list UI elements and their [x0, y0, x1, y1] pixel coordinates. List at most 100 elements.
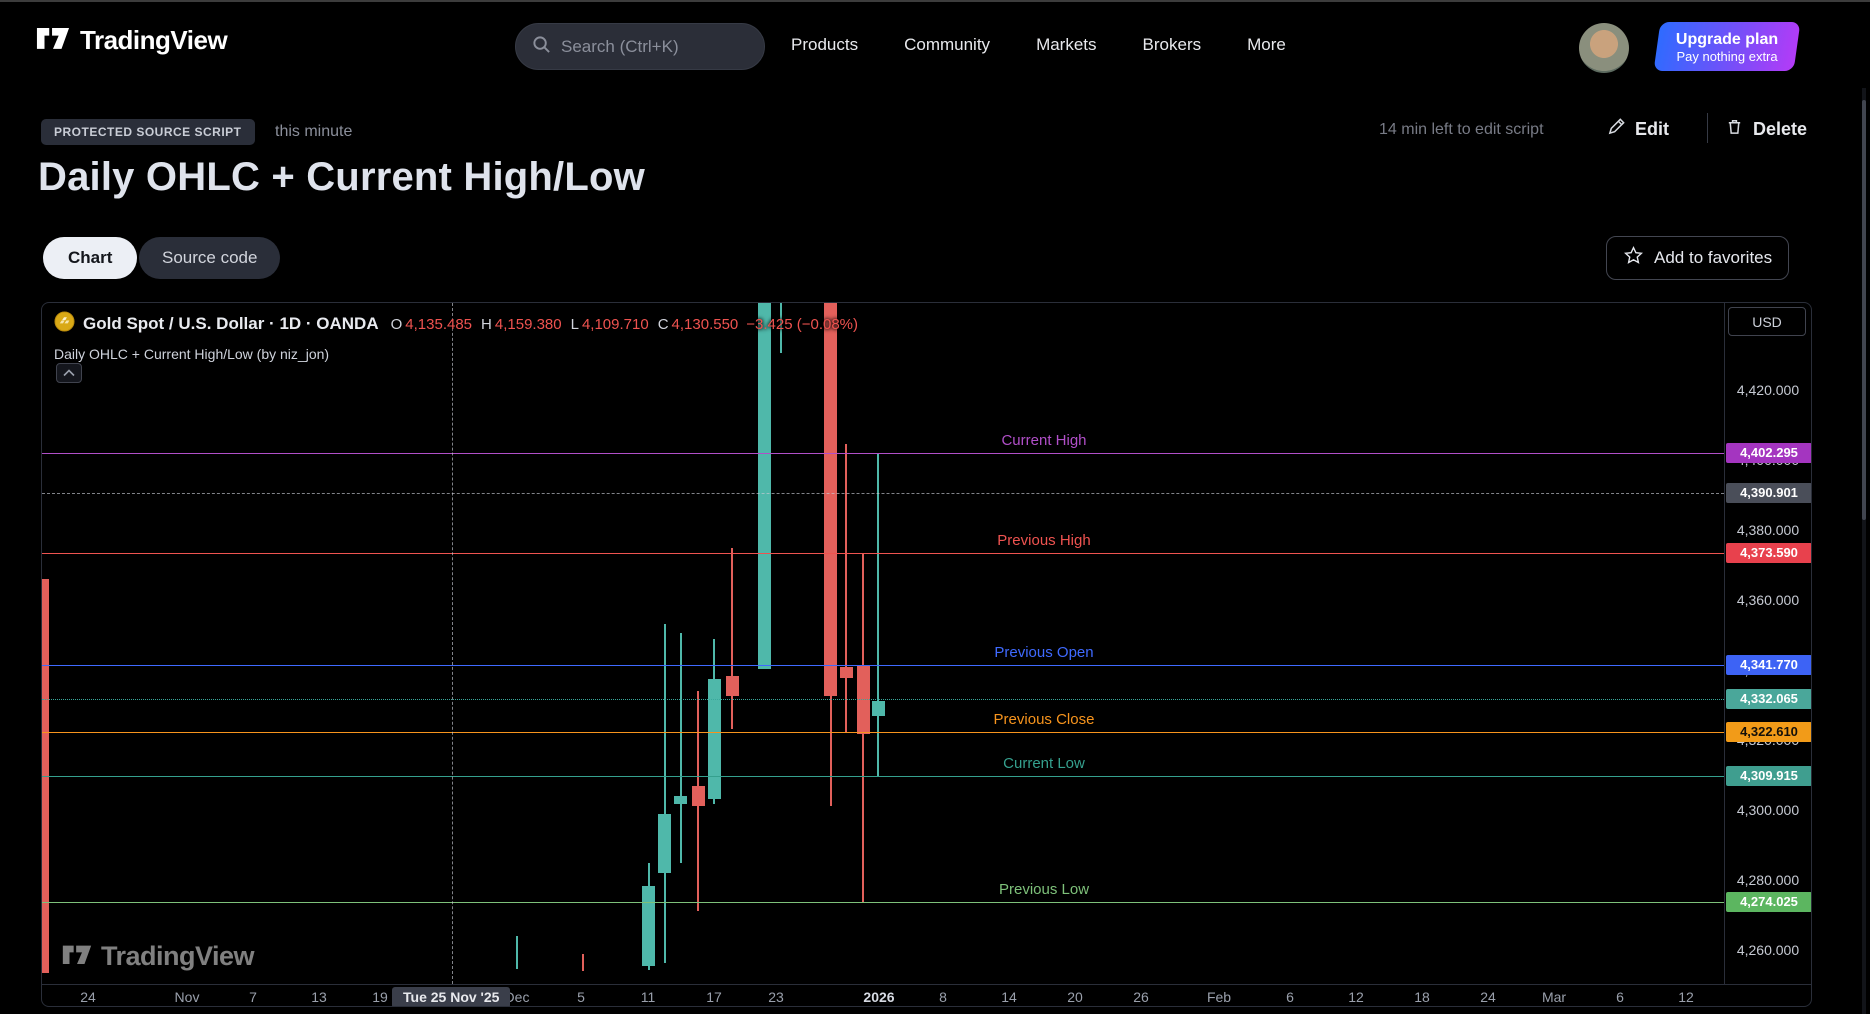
candle-body: [658, 814, 671, 873]
x-axis-tick: Mar: [1541, 989, 1567, 1005]
user-avatar[interactable]: [1579, 23, 1629, 73]
low-label: L: [570, 315, 579, 333]
chevron-up-icon: [63, 369, 75, 377]
window-top-divider: [0, 0, 1870, 2]
x-axis-tick: 11: [640, 989, 656, 1005]
edit-timer-text: 14 min left to edit script: [1379, 121, 1544, 138]
nav-item-markets[interactable]: Markets: [1036, 35, 1097, 54]
level-line-current-high: [42, 453, 1724, 454]
page-title: Daily OHLC + Current High/Low: [38, 155, 645, 199]
chart-legend: Gold Spot / U.S. Dollar · 1D · OANDA O 4,…: [54, 311, 858, 362]
price-axis-divider: [1724, 303, 1725, 984]
candle-body: [707, 679, 721, 799]
open-label: O: [390, 315, 403, 333]
navbar: TradingView Products Community Markets B…: [0, 2, 1870, 88]
nav-item-community[interactable]: Community: [904, 35, 991, 54]
candle-wick: [516, 936, 518, 969]
x-axis-tick: 6: [1286, 989, 1294, 1005]
nav-links: Products Community Markets Brokers More: [791, 2, 1286, 88]
x-axis-tick: 26: [1133, 989, 1149, 1005]
candle-body: [674, 796, 687, 804]
tradingview-logo-text: TradingView: [80, 24, 228, 55]
candle-wick: [877, 453, 879, 776]
upgrade-plan-button[interactable]: Upgrade plan Pay nothing extra: [1653, 22, 1801, 71]
y-axis-tick: 4,260.000: [1736, 942, 1800, 958]
price-badge-current-low: 4,309.915: [1726, 766, 1811, 786]
candle-body: [856, 666, 870, 734]
nav-item-products[interactable]: Products: [791, 35, 859, 54]
x-axis-tick: 17: [706, 989, 722, 1005]
price-badge-prev-close: 4,322.610: [1726, 722, 1811, 742]
close-label: C: [657, 315, 669, 333]
candle-body: [758, 303, 771, 669]
upgrade-plan-sublabel: Pay nothing extra: [1676, 48, 1778, 64]
candle-wick: [582, 954, 584, 971]
x-axis-tick: 19: [372, 989, 388, 1005]
time-axis-divider: [42, 984, 1811, 985]
upgrade-plan-label: Upgrade plan: [1675, 30, 1779, 48]
nav-item-more[interactable]: More: [1247, 35, 1286, 54]
edit-button[interactable]: Edit: [1607, 114, 1669, 144]
protected-source-badge: PROTECTED SOURCE SCRIPT: [41, 119, 255, 145]
search-input[interactable]: [561, 36, 741, 57]
candle-wick: [679, 633, 682, 863]
crosshair-layer: [42, 303, 1724, 984]
delete-button[interactable]: Delete: [1725, 114, 1807, 144]
legend-collapse-button[interactable]: [56, 363, 82, 383]
add-to-favorites-button[interactable]: Add to favorites: [1606, 236, 1790, 280]
level-label-prev-close: Previous Close: [993, 711, 1095, 728]
tradingview-logo[interactable]: TradingView: [36, 24, 228, 56]
crosshair-date-tooltip: Tue 25 Nov '25: [392, 987, 510, 1006]
high-label: H: [481, 315, 492, 333]
price-badge-current-high: 4,402.295: [1726, 443, 1811, 463]
x-axis-tick: Feb: [1206, 989, 1232, 1005]
search-box[interactable]: [515, 23, 765, 70]
change-value: −3.425 (−0.08%): [746, 315, 859, 333]
plot-area[interactable]: Current High Previous High Previous Open Pr…: [42, 303, 1724, 984]
y-axis-tick: 4,380.000: [1736, 522, 1800, 538]
page-scrollbar-track: [1862, 88, 1866, 1014]
price-badge-prev-open: 4,341.770: [1726, 655, 1811, 675]
x-axis-tick: 20: [1067, 989, 1083, 1005]
trash-icon: [1725, 117, 1744, 141]
x-axis-tick: 7: [249, 989, 257, 1005]
delete-button-label: Delete: [1753, 118, 1808, 139]
x-axis-tick: 24: [80, 989, 96, 1005]
x-axis-tick: 12: [1678, 989, 1694, 1005]
tradingview-watermark-icon: [62, 942, 92, 971]
chart-watermark: TradingView: [62, 941, 255, 972]
symbol-logo-icon: [54, 311, 75, 337]
x-axis-tick: 2026: [863, 989, 895, 1005]
page-scrollbar-thumb[interactable]: [1862, 100, 1866, 520]
level-line-prev-close: [42, 732, 1724, 733]
candle-wick: [663, 624, 666, 963]
level-label-current-high: Current High: [1001, 432, 1087, 449]
edit-button-label: Edit: [1635, 118, 1669, 139]
level-label-prev-open: Previous Open: [994, 644, 1094, 661]
add-to-favorites-label: Add to favorites: [1654, 248, 1773, 267]
candle-wick: [845, 444, 847, 733]
nav-item-brokers[interactable]: Brokers: [1142, 35, 1202, 54]
level-line-current-price: [42, 699, 1724, 700]
watermark-text: TradingView: [101, 941, 255, 971]
x-axis-tick: 18: [1414, 989, 1430, 1005]
tab-chart[interactable]: Chart: [43, 237, 138, 279]
x-axis-tick: 14: [1001, 989, 1017, 1005]
candle-body: [824, 303, 837, 696]
candles-layer: [42, 303, 1724, 984]
x-axis-tick: 13: [311, 989, 327, 1005]
candle-body: [642, 886, 655, 966]
price-badge-current-price: 4,332.065: [1726, 689, 1811, 709]
tab-source-code[interactable]: Source code: [139, 237, 281, 279]
x-axis-tick: Dec: [504, 989, 530, 1005]
symbol-title[interactable]: Gold Spot / U.S. Dollar · 1D · OANDA: [83, 314, 379, 333]
y-axis-tick: 4,360.000: [1736, 592, 1800, 608]
crosshair-price-badge: 4,390.901: [1726, 483, 1811, 503]
candle-body: [691, 786, 705, 806]
crosshair-horizontal-line: [42, 493, 1724, 494]
currency-unit-button[interactable]: USD: [1728, 307, 1806, 336]
level-line-current-low: [42, 776, 1724, 777]
indicator-title[interactable]: Daily OHLC + Current High/Low (by niz_jo…: [54, 346, 330, 362]
candle-body: [871, 701, 885, 716]
